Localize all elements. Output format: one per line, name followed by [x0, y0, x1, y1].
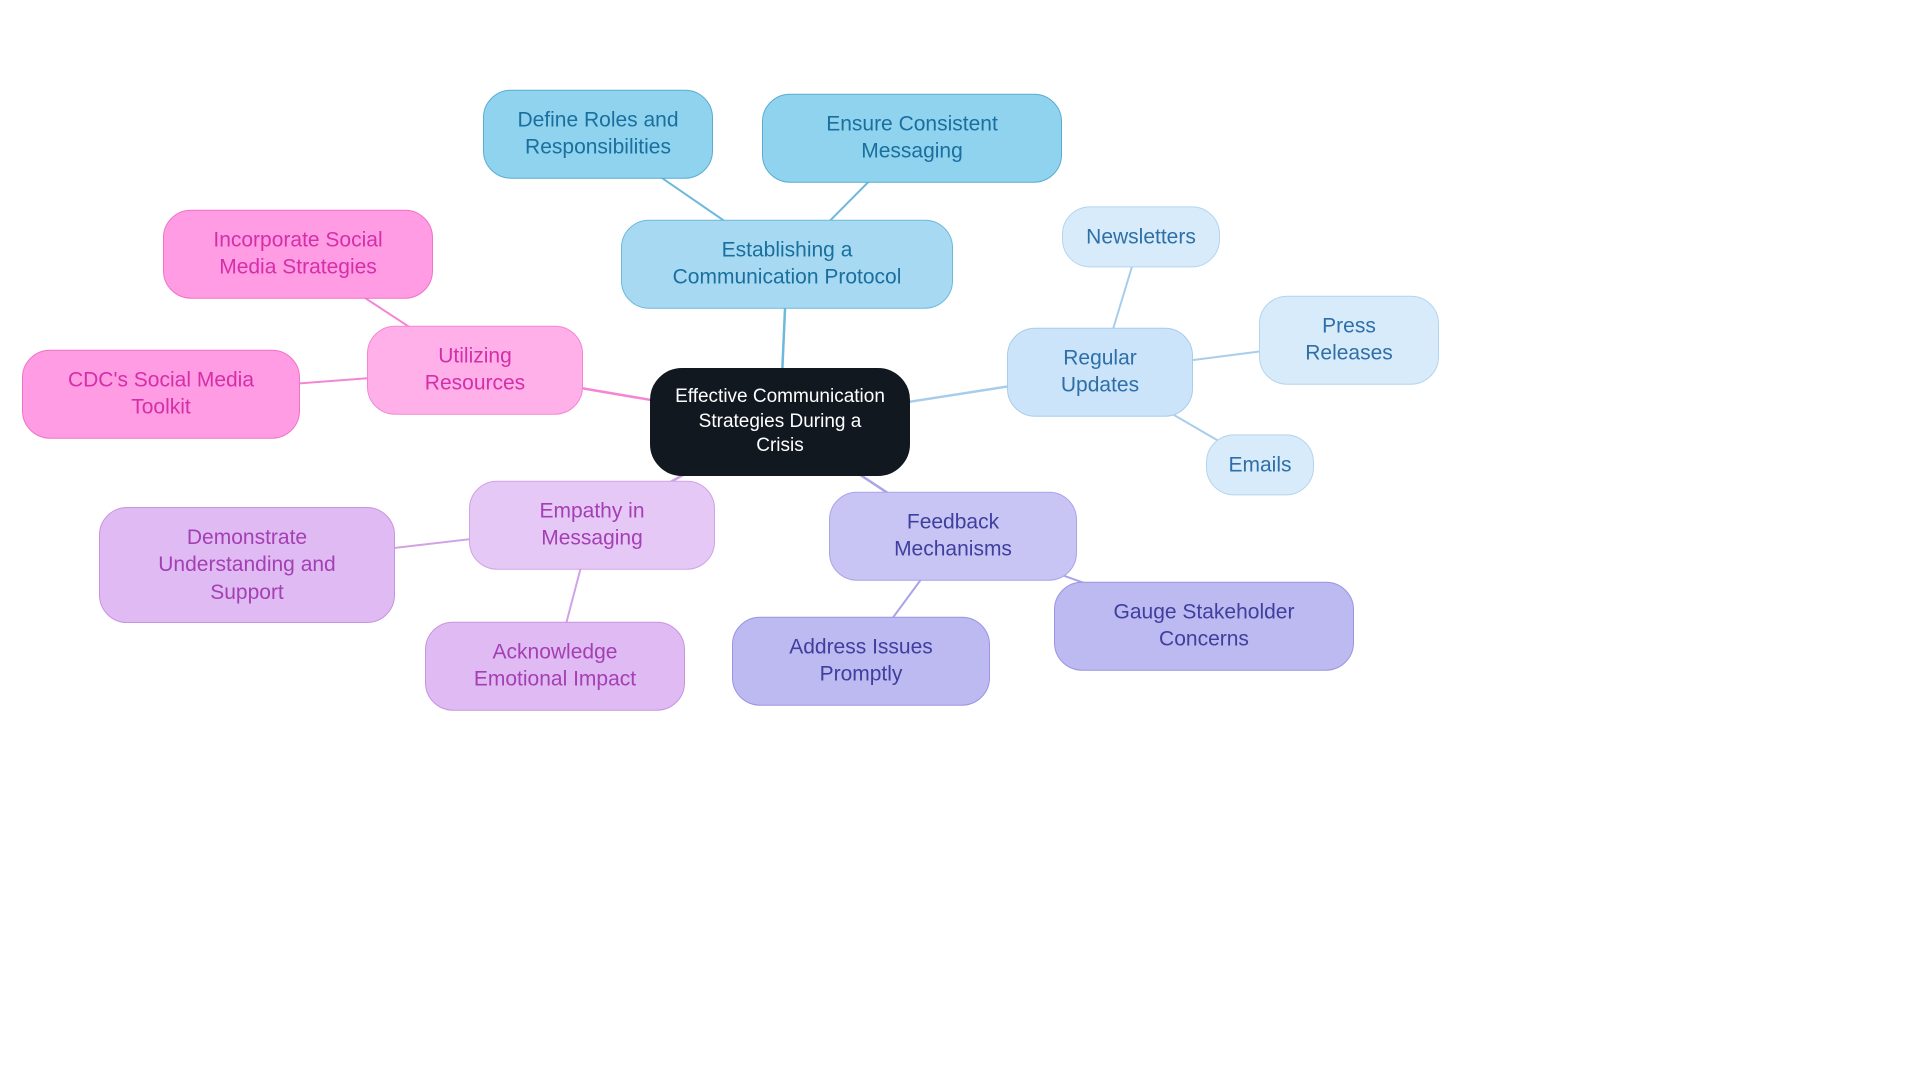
leaf-node: Incorporate Social Media Strategies [163, 210, 433, 299]
leaf-node: Emails [1206, 434, 1314, 495]
leaf-node: Acknowledge Emotional Impact [425, 622, 685, 711]
leaf-node: CDC's Social Media Toolkit [22, 350, 300, 439]
branch-node: Utilizing Resources [367, 326, 583, 415]
leaf-node: Newsletters [1062, 206, 1220, 267]
leaf-node: Ensure Consistent Messaging [762, 94, 1062, 183]
leaf-node: Address Issues Promptly [732, 617, 990, 706]
branch-node: Feedback Mechanisms [829, 492, 1077, 581]
leaf-node: Define Roles and Responsibilities [483, 90, 713, 179]
branch-node: Regular Updates [1007, 328, 1193, 417]
leaf-node: Gauge Stakeholder Concerns [1054, 582, 1354, 671]
branch-node: Establishing a Communication Protocol [621, 220, 953, 309]
center-node: Effective Communication Strategies Durin… [650, 368, 910, 476]
branch-node: Empathy in Messaging [469, 481, 715, 570]
leaf-node: Press Releases [1259, 296, 1439, 385]
leaf-node: Demonstrate Understanding and Support [99, 507, 395, 623]
